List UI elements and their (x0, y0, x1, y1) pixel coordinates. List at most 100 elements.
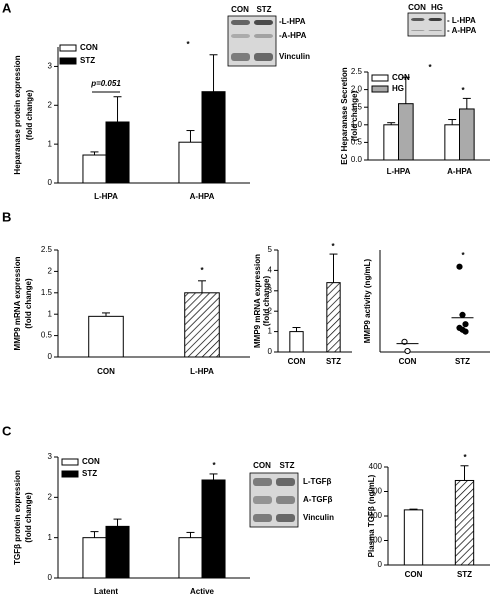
blot-band (254, 20, 273, 25)
blot-band-label: -A-HPA (279, 31, 307, 40)
bar (178, 537, 203, 579)
legend-swatch (59, 44, 77, 52)
y-axis-label: Plasma TGFβ (ng/mL) (367, 474, 376, 557)
blot-band (253, 514, 272, 522)
annotation: * (212, 461, 216, 470)
y-axis-label: (fold change) (350, 91, 359, 142)
y-axis-label: MMP9 mRNA expression (253, 254, 262, 348)
y-tick-label: 1.5 (41, 288, 53, 297)
blot-band (253, 478, 272, 486)
y-axis-label: Heparanase protein expression (13, 55, 22, 174)
y-tick-label: 200 (369, 511, 383, 520)
error-bar (401, 76, 410, 104)
blot-band-label: - A-HPA (447, 26, 477, 35)
y-tick-label: 1 (48, 309, 53, 318)
blot-lane-label: CON (253, 461, 271, 470)
bar (105, 525, 130, 579)
error-bar (387, 122, 396, 125)
bar (403, 509, 424, 566)
blot-band (276, 514, 295, 522)
x-tick-label: Latent (94, 587, 118, 596)
bar (82, 154, 107, 184)
y-tick-label: 1 (48, 533, 53, 542)
bar (454, 479, 475, 566)
y-tick-label: 1 (268, 327, 273, 336)
error-bar (209, 54, 218, 92)
x-tick-label: CON (405, 570, 423, 579)
x-tick-label: CON (288, 357, 306, 366)
bar (184, 292, 220, 358)
bar (82, 537, 107, 579)
blot-band-label: L-TGFβ (303, 477, 332, 486)
x-tick-label: CON (97, 367, 115, 376)
y-tick-label: 2 (48, 100, 53, 109)
annotation: * (186, 40, 190, 49)
bar (326, 282, 341, 353)
blot-band (411, 30, 425, 31)
y-axis-label: TGFβ protein expression (13, 470, 22, 565)
x-tick-label: L-HPA (94, 192, 118, 201)
error-bar (198, 280, 206, 293)
annotation: * (428, 63, 432, 72)
legend-swatch (371, 85, 389, 93)
y-tick-label: 1 (48, 139, 53, 148)
legend-label: STZ (82, 469, 97, 478)
y-tick-label: 1.0 (351, 120, 363, 129)
x-tick-label: A-HPA (447, 167, 472, 176)
annotation: * (461, 251, 465, 260)
legend-swatch (61, 470, 79, 478)
y-tick-label: 0 (48, 352, 53, 361)
y-axis-label: (fold change) (24, 492, 33, 543)
blot-band (254, 53, 273, 61)
error-bar (329, 253, 338, 283)
x-tick-label: L-HPA (190, 367, 214, 376)
y-axis-label: (fold change) (24, 278, 33, 329)
y-tick-label: 0 (48, 178, 53, 187)
legend-label: CON (392, 73, 410, 82)
y-tick-label: 0.5 (41, 331, 53, 340)
annotation: * (463, 453, 467, 462)
y-axis-label: MMP9 mRNA expression (13, 256, 22, 350)
bar (88, 315, 124, 358)
y-tick-label: 3 (48, 452, 53, 461)
blot-band-label: A-TGFβ (303, 495, 332, 504)
y-tick-label: 5 (268, 245, 273, 254)
error-bar (462, 97, 471, 109)
blot-band (428, 18, 442, 21)
error-bar (292, 327, 301, 332)
y-tick-label: 300 (369, 487, 383, 496)
y-tick-label: 2.5 (351, 67, 363, 76)
y-tick-label: 3 (268, 286, 273, 295)
x-tick-label: STZ (457, 570, 472, 579)
bar (201, 479, 226, 579)
blot-band (253, 496, 272, 504)
error-bar (460, 465, 469, 481)
y-tick-label: 0.0 (351, 155, 363, 164)
y-tick-label: 3 (48, 62, 53, 71)
blot-band (411, 18, 425, 21)
y-tick-label: 0.5 (351, 138, 363, 147)
blot-band (276, 496, 295, 504)
data-point (401, 338, 408, 345)
panel-label: C (2, 423, 12, 438)
legend-label: CON (80, 43, 98, 52)
blot-band-label: -L-HPA (279, 17, 306, 26)
blot-band (231, 34, 250, 38)
error-bar (102, 312, 110, 317)
bar (289, 331, 304, 353)
blot-band (254, 34, 273, 38)
panel-label: B (2, 209, 11, 224)
panel-label: A (2, 0, 12, 15)
y-axis-label: MMP9 activity (ng/mL) (363, 258, 372, 343)
error-bar (90, 531, 99, 538)
blot-band-label: Vinculin (303, 513, 334, 522)
bar (178, 141, 203, 184)
data-point (459, 311, 466, 319)
error-bar (448, 119, 457, 125)
blot-lane-label: CON (408, 3, 426, 12)
annotation: * (331, 242, 335, 251)
legend-swatch (371, 74, 389, 82)
y-tick-label: 1.5 (351, 102, 363, 111)
y-tick-label: 2 (268, 306, 273, 315)
